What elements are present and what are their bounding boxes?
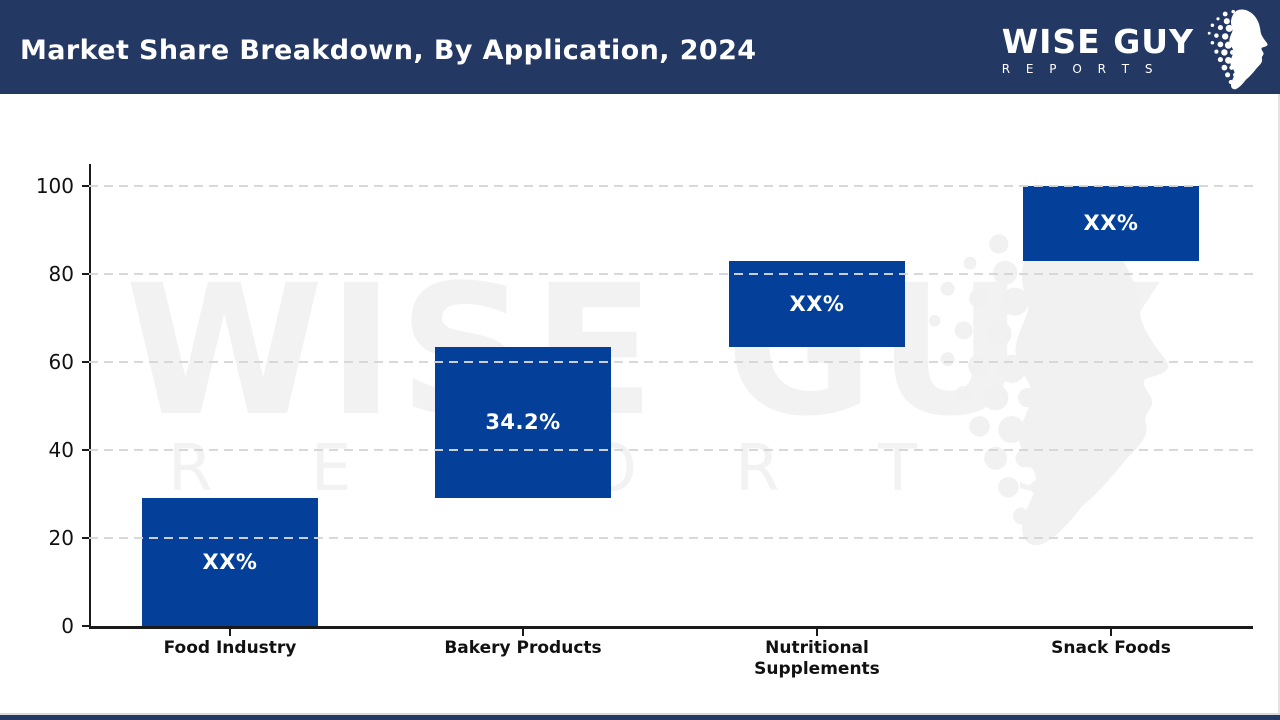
y-axis-line	[89, 164, 91, 628]
bar-food-industry: XX%	[142, 497, 318, 626]
gridline-100	[89, 185, 1253, 187]
page-title: Market Share Breakdown, By Application, …	[20, 34, 757, 66]
x-axis-tick	[522, 628, 524, 636]
footer-bar	[0, 715, 1280, 720]
y-axis-tick-label: 100	[35, 174, 74, 198]
y-axis-tick	[82, 361, 89, 363]
brand-logo-text: WISE GUY R E P O R T S	[1001, 21, 1194, 76]
x-axis-tick	[816, 628, 818, 636]
y-axis-tick-label: 40	[48, 438, 74, 462]
x-axis-line	[89, 626, 1253, 629]
x-axis-category-label: Bakery Products	[444, 638, 602, 658]
logo-face-icon	[1207, 9, 1268, 90]
y-axis-tick-label: 60	[48, 350, 74, 374]
x-axis-category-label: Nutritional Supplements	[754, 638, 880, 679]
bar-value-label: XX%	[202, 549, 258, 574]
logo-subtext: R E P O R T S	[1001, 61, 1159, 76]
bar-value-label: 34.2%	[485, 410, 561, 435]
logo-wordmark: WISE GUY	[1001, 21, 1194, 61]
header: Market Share Breakdown, By Application, …	[0, 0, 1280, 94]
watermark-subtext: R E P O R T S	[168, 432, 1096, 506]
gridline-40	[89, 449, 1253, 451]
bar-nutritional-supplements: XX%	[729, 260, 905, 348]
bar-bakery-products: 34.2%	[435, 347, 611, 498]
y-axis-tick-label: 0	[61, 614, 74, 638]
y-axis-tick	[82, 273, 89, 275]
bar-value-label: XX%	[789, 291, 845, 316]
y-axis-tick	[82, 537, 89, 539]
footer-divider	[0, 713, 1280, 715]
x-axis-tick	[1110, 628, 1112, 636]
page-right-border	[1278, 94, 1280, 714]
x-axis-category-label: Snack Foods	[1051, 638, 1171, 658]
y-axis-tick-label: 80	[48, 262, 74, 286]
bar-value-label: XX%	[1083, 211, 1139, 236]
gridline-80	[89, 273, 1253, 275]
watermark-wordmark: WISE GUY	[125, 247, 1163, 456]
y-axis-tick	[82, 185, 89, 187]
brand-logo: WISE GUY R E P O R T S	[1002, 6, 1272, 94]
gridline-60	[89, 361, 1253, 363]
x-axis-tick	[229, 628, 231, 636]
x-axis-category-label: Food Industry	[163, 638, 297, 658]
y-axis-tick	[82, 449, 89, 451]
y-axis-tick-label: 20	[48, 526, 74, 550]
gridline-20	[89, 537, 1253, 539]
watermark-face-icon	[929, 226, 1169, 546]
y-axis-tick	[82, 625, 89, 627]
bar-snack-foods: XX%	[1023, 186, 1199, 261]
